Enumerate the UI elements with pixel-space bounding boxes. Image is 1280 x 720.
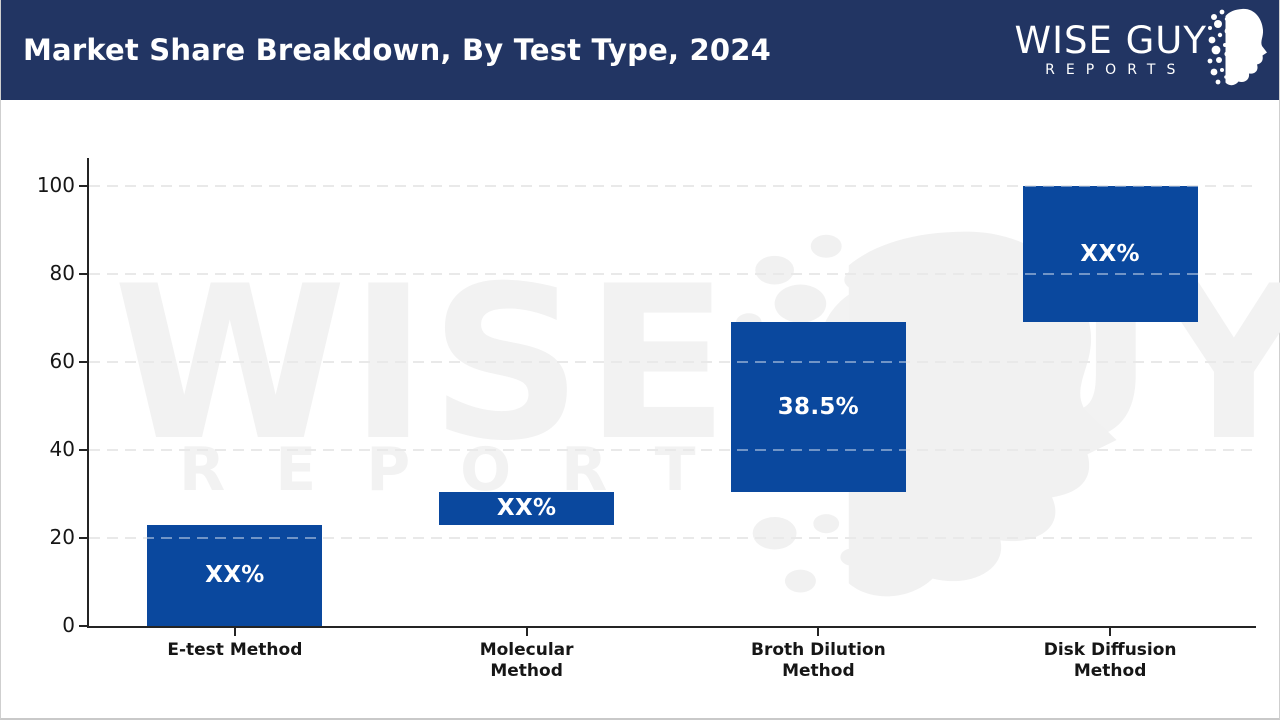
gridline-overlay <box>89 361 1256 363</box>
page-title: Market Share Breakdown, By Test Type, 20… <box>23 33 772 67</box>
bar-value-label: 38.5% <box>777 394 860 421</box>
gridline <box>89 537 1256 539</box>
x-category-label: E-test Method <box>167 640 303 660</box>
bar-value-label: XX% <box>205 562 265 589</box>
gridline-overlay <box>89 537 1256 539</box>
gridline-overlay <box>89 449 1256 451</box>
x-tick-mark <box>1109 628 1112 636</box>
x-tick-mark <box>817 628 820 636</box>
logo-wordmark: WISE GUY <box>1014 19 1207 63</box>
x-tick-mark <box>233 628 236 636</box>
x-category-label: Broth Dilution Method <box>750 640 886 681</box>
gridline <box>89 361 1256 363</box>
gridline-overlay <box>89 273 1256 275</box>
logo-text: WISE GUY REPORTS <box>1014 19 1207 78</box>
x-category-label: Molecular Method <box>479 640 574 681</box>
bar-value-label: XX% <box>1080 241 1140 268</box>
y-tick-mark <box>79 537 87 539</box>
wise-guy-logo: WISE GUY REPORTS <box>1015 4 1273 96</box>
y-tick-label: 80 <box>49 261 75 285</box>
gridline <box>89 449 1256 451</box>
y-tick-mark <box>79 361 87 363</box>
gridline <box>89 185 1256 187</box>
bar-1: XX% <box>147 524 323 626</box>
y-tick-label: 100 <box>36 173 75 197</box>
y-tick-label: 20 <box>49 525 75 549</box>
gridline-overlay <box>89 185 1256 187</box>
y-tick-mark <box>79 449 87 451</box>
logo-subtitle: REPORTS <box>1045 61 1187 78</box>
y-axis-spine <box>87 158 89 628</box>
header-bar: Market Share Breakdown, By Test Type, 20… <box>1 0 1279 100</box>
y-tick-mark <box>79 625 87 627</box>
y-tick-label: 40 <box>49 437 75 461</box>
y-tick-mark <box>79 273 87 275</box>
bar-2: XX% <box>439 491 615 525</box>
x-category-label: Disk Diffusion Method <box>1043 640 1177 681</box>
y-tick-mark <box>79 185 87 187</box>
x-tick-mark <box>525 628 528 636</box>
bar-3: 38.5% <box>730 322 906 492</box>
y-tick-label: 60 <box>49 349 75 373</box>
gridline <box>89 273 1256 275</box>
bar-4: XX% <box>1022 186 1198 323</box>
bar-value-label: XX% <box>496 495 557 522</box>
x-axis-spine <box>87 626 1256 628</box>
y-tick-label: 0 <box>62 613 75 637</box>
face-profile-icon <box>1207 8 1267 86</box>
